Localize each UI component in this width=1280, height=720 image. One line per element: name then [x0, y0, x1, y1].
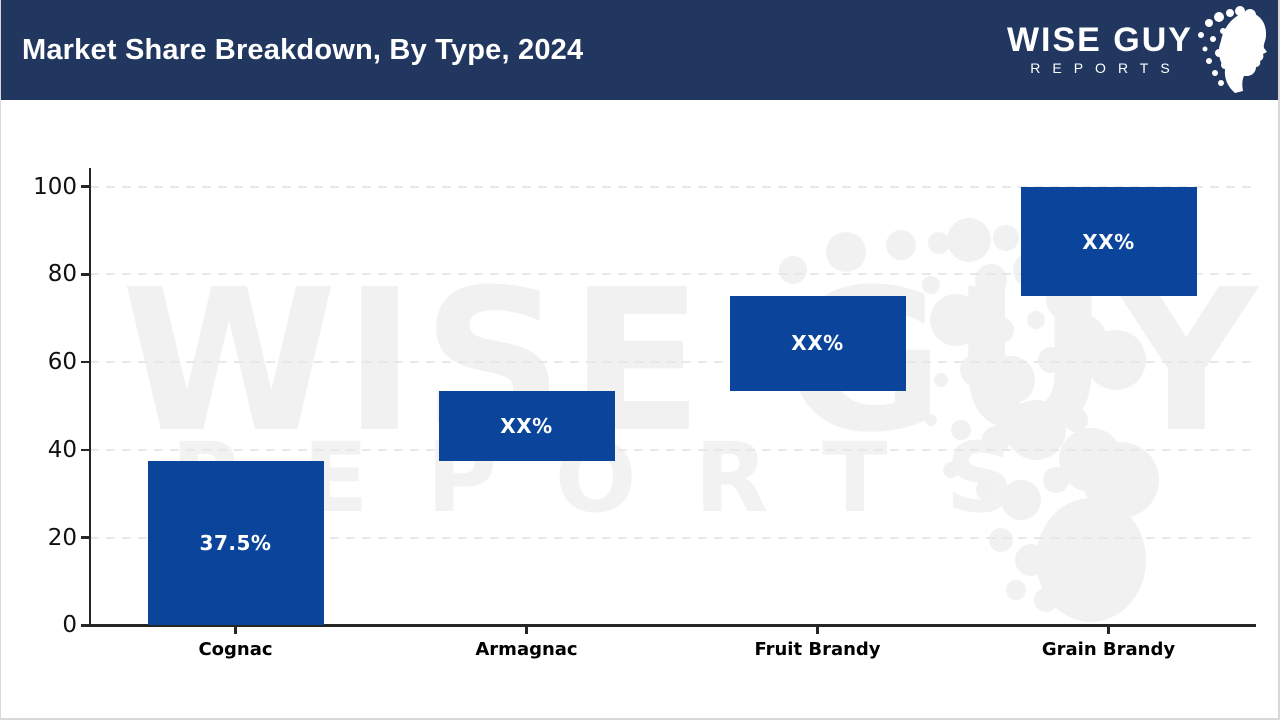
bar-value-label: XX% — [500, 413, 553, 438]
y-tick-label: 100 — [33, 173, 77, 200]
y-axis-line — [88, 168, 91, 627]
bar-value-label: XX% — [791, 331, 844, 356]
bar-armagnac: XX% — [438, 390, 615, 461]
x-axis-line — [88, 624, 1256, 628]
bar-fruit-brandy: XX% — [729, 296, 906, 391]
x-tick-mark — [816, 627, 819, 635]
logo-face-icon — [1198, 6, 1267, 94]
x-category-label: Grain Brandy — [1041, 639, 1176, 660]
gridline-y-80 — [90, 273, 1254, 276]
y-tick-mark — [81, 624, 89, 627]
gridline-y-60 — [90, 361, 1254, 364]
y-tick-mark — [81, 448, 89, 452]
y-tick-mark — [81, 360, 89, 364]
bar-value-label: 37.5% — [199, 531, 272, 556]
logo-subtext: REPORTS — [1030, 60, 1182, 76]
y-tick-mark — [81, 536, 89, 539]
x-category-label: Armagnac — [475, 639, 578, 660]
bar-value-label: XX% — [1082, 229, 1135, 254]
page-title: Market Share Breakdown, By Type, 2024 — [22, 33, 584, 66]
gridline-y-20 — [90, 536, 1254, 539]
wise-guy-logo: WISE GUY REPORTS — [1007, 5, 1278, 95]
watermark-dots-face-icon — [779, 218, 1159, 622]
bar-cognac: 37.5% — [147, 460, 324, 626]
y-tick-mark — [81, 185, 89, 188]
header-bar: Market Share Breakdown, By Type, 2024 WI… — [1, 0, 1278, 100]
y-tick-label: 60 — [47, 349, 77, 376]
y-tick-label: 40 — [47, 436, 77, 463]
y-tick-label: 0 — [62, 612, 77, 639]
bar-grain-brandy: XX% — [1020, 186, 1197, 297]
logo-wordmark: WISE GUY — [1006, 21, 1193, 59]
gridline-y-100 — [90, 185, 1254, 188]
gridline-y-40 — [90, 448, 1254, 451]
y-tick-label: 80 — [47, 261, 77, 288]
logo-text: WISE GUY REPORTS — [1007, 23, 1193, 77]
x-tick-mark — [525, 627, 528, 635]
x-category-label: Fruit Brandy — [754, 639, 881, 660]
y-tick-mark — [81, 273, 89, 276]
x-category-label: Cognac — [198, 639, 273, 660]
y-tick-label: 20 — [47, 524, 77, 551]
x-tick-mark — [1107, 627, 1110, 635]
x-tick-mark — [234, 627, 237, 635]
